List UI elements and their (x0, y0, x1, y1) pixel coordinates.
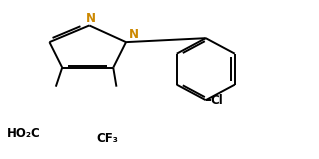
Text: N: N (86, 12, 96, 25)
Text: Cl: Cl (211, 94, 223, 107)
Text: HO₂C: HO₂C (6, 127, 40, 140)
Text: CF₃: CF₃ (96, 132, 118, 145)
Text: N: N (129, 28, 139, 41)
